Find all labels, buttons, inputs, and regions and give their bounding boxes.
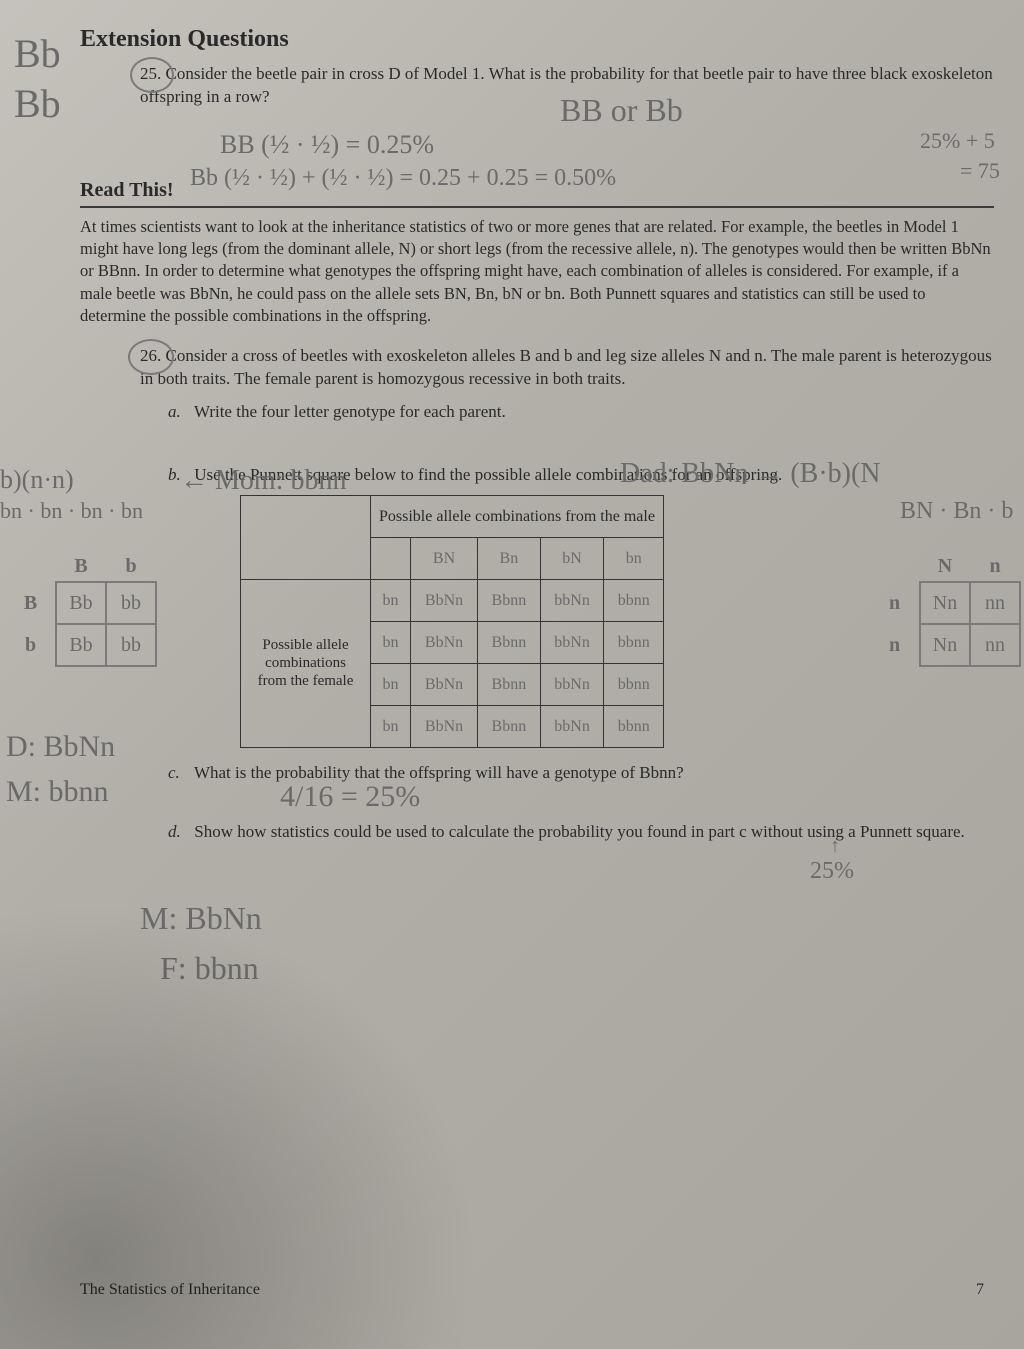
mini-nn-sN: n: [870, 582, 920, 624]
mini-bb-sb: b: [6, 624, 56, 666]
hw-q25-right2: = 75: [960, 158, 1000, 184]
mini-nn-h0: N: [920, 552, 970, 582]
hw-d-pct: 25%: [810, 858, 854, 885]
mini-bb-sB: B: [6, 582, 56, 624]
punnett-male-blank: [371, 537, 411, 579]
cell-2-0: BbNn: [411, 663, 478, 705]
mini-bb-01: bb: [106, 582, 156, 624]
hw-q25-bborbb: BB or Bb: [560, 92, 683, 129]
cell-0-2: bbNn: [540, 579, 604, 621]
punnett-top-header: Possible allele combinations from the ma…: [371, 495, 664, 537]
question-26: 26. Consider a cross of beetles with exo…: [140, 345, 994, 844]
q26a-letter: a.: [168, 401, 190, 424]
cell-1-0: BbNn: [411, 621, 478, 663]
mini-nn-01: nn: [970, 582, 1020, 624]
q26a: a. Write the four letter genotype for ea…: [168, 401, 994, 424]
mini-bb-00: Bb: [56, 582, 106, 624]
cell-2-3: bbnn: [604, 663, 663, 705]
hw-q25-calc1: BB (½ · ½) = 0.25%: [220, 130, 434, 160]
q26-text: Consider a cross of beetles with exoskel…: [140, 346, 992, 388]
hw-q26-bnlh: b)(n·n): [0, 465, 74, 495]
punnett-male-col-2: bN: [540, 537, 604, 579]
mini-nn-11: nn: [970, 624, 1020, 666]
punnett-square: Possible allele combinations from the ma…: [240, 495, 664, 748]
mini-nn-blank: [870, 552, 920, 582]
hw-d-label: D: BbNn: [6, 730, 115, 764]
cell-1-2: bbNn: [540, 621, 604, 663]
mini-bb-blank: [6, 552, 56, 582]
cell-0-0: BbNn: [411, 579, 478, 621]
read-this-body: At times scientists want to look at the …: [80, 216, 994, 327]
punnett-female-row-2: bn: [371, 663, 411, 705]
hw-q26-bright: BN · Bn · b: [900, 498, 1013, 525]
punnett-female-row-1: bn: [371, 621, 411, 663]
hw-q26-dad: Dad: BbNn → (B·b)(N: [620, 458, 881, 490]
hw-bb-2: Bb: [14, 80, 61, 127]
mini-nn-sn: n: [870, 624, 920, 666]
hw-c-answer: 4/16 = 25%: [280, 780, 420, 814]
hw-d-arrow: ↑: [830, 835, 840, 858]
mini-nn-10: Nn: [920, 624, 970, 666]
circle-25: [130, 57, 174, 93]
cell-3-3: bbnn: [604, 705, 663, 747]
punnett-female-row-3: bn: [371, 705, 411, 747]
mini-punnett-nn: N n n Nn nn n Nn nn: [870, 552, 1021, 667]
cell-2-2: bbNn: [540, 663, 604, 705]
hw-bb-1: Bb: [14, 30, 61, 77]
worksheet-page: Bb Bb Extension Questions 25. Consider t…: [0, 0, 1024, 1349]
cell-0-3: bbnn: [604, 579, 663, 621]
punnett-male-col-3: bn: [604, 537, 663, 579]
cell-3-0: BbNn: [411, 705, 478, 747]
mini-nn-00: Nn: [920, 582, 970, 624]
page-number: 7: [976, 1281, 984, 1299]
q26c-text: What is the probability that the offspri…: [194, 763, 684, 782]
cell-1-3: bbnn: [604, 621, 663, 663]
punnett-male-col-1: Bn: [478, 537, 541, 579]
cell-3-1: Bbnn: [478, 705, 541, 747]
hw-m-label: M: bbnn: [6, 775, 109, 809]
mini-bb-h0: B: [56, 552, 106, 582]
cell-3-2: bbNn: [540, 705, 604, 747]
q26d-letter: d.: [168, 821, 190, 844]
cell-2-1: Bbnn: [478, 663, 541, 705]
punnett-blank-corner: [241, 495, 371, 579]
q26a-text: Write the four letter genotype for each …: [194, 402, 506, 421]
q26c-letter: c.: [168, 762, 190, 785]
hw-q26-mom: ← Mom: bbnn: [180, 465, 346, 497]
mini-nn-h1: n: [970, 552, 1020, 582]
circle-26: [128, 339, 174, 375]
hw-d-m: M: BbNn: [140, 900, 262, 937]
hw-q26-bline: bn · bn · bn · bn: [0, 498, 143, 524]
punnett-male-col-0: BN: [411, 537, 478, 579]
mini-bb-10: Bb: [56, 624, 106, 666]
page-footer: The Statistics of Inheritance: [80, 1281, 260, 1299]
mini-bb-h1: b: [106, 552, 156, 582]
hw-q25-calc2: Bb (½ · ½) + (½ · ½) = 0.25 + 0.25 = 0.5…: [190, 165, 616, 192]
q26d: d. Show how statistics could be used to …: [168, 821, 994, 844]
q26d-text: Show how statistics could be used to cal…: [194, 822, 965, 841]
cell-1-1: Bbnn: [478, 621, 541, 663]
hw-q25-right1: 25% + 5: [920, 128, 995, 154]
divider: [80, 206, 994, 208]
mini-bb-11: bb: [106, 624, 156, 666]
mini-punnett-bb: B b B Bb bb b Bb bb: [6, 552, 157, 667]
cell-0-1: Bbnn: [478, 579, 541, 621]
punnett-side-header: Possible allele combinations from the fe…: [241, 579, 371, 747]
punnett-female-row-0: bn: [371, 579, 411, 621]
section-heading: Extension Questions: [80, 26, 994, 53]
hw-d-f: F: bbnn: [160, 950, 259, 987]
